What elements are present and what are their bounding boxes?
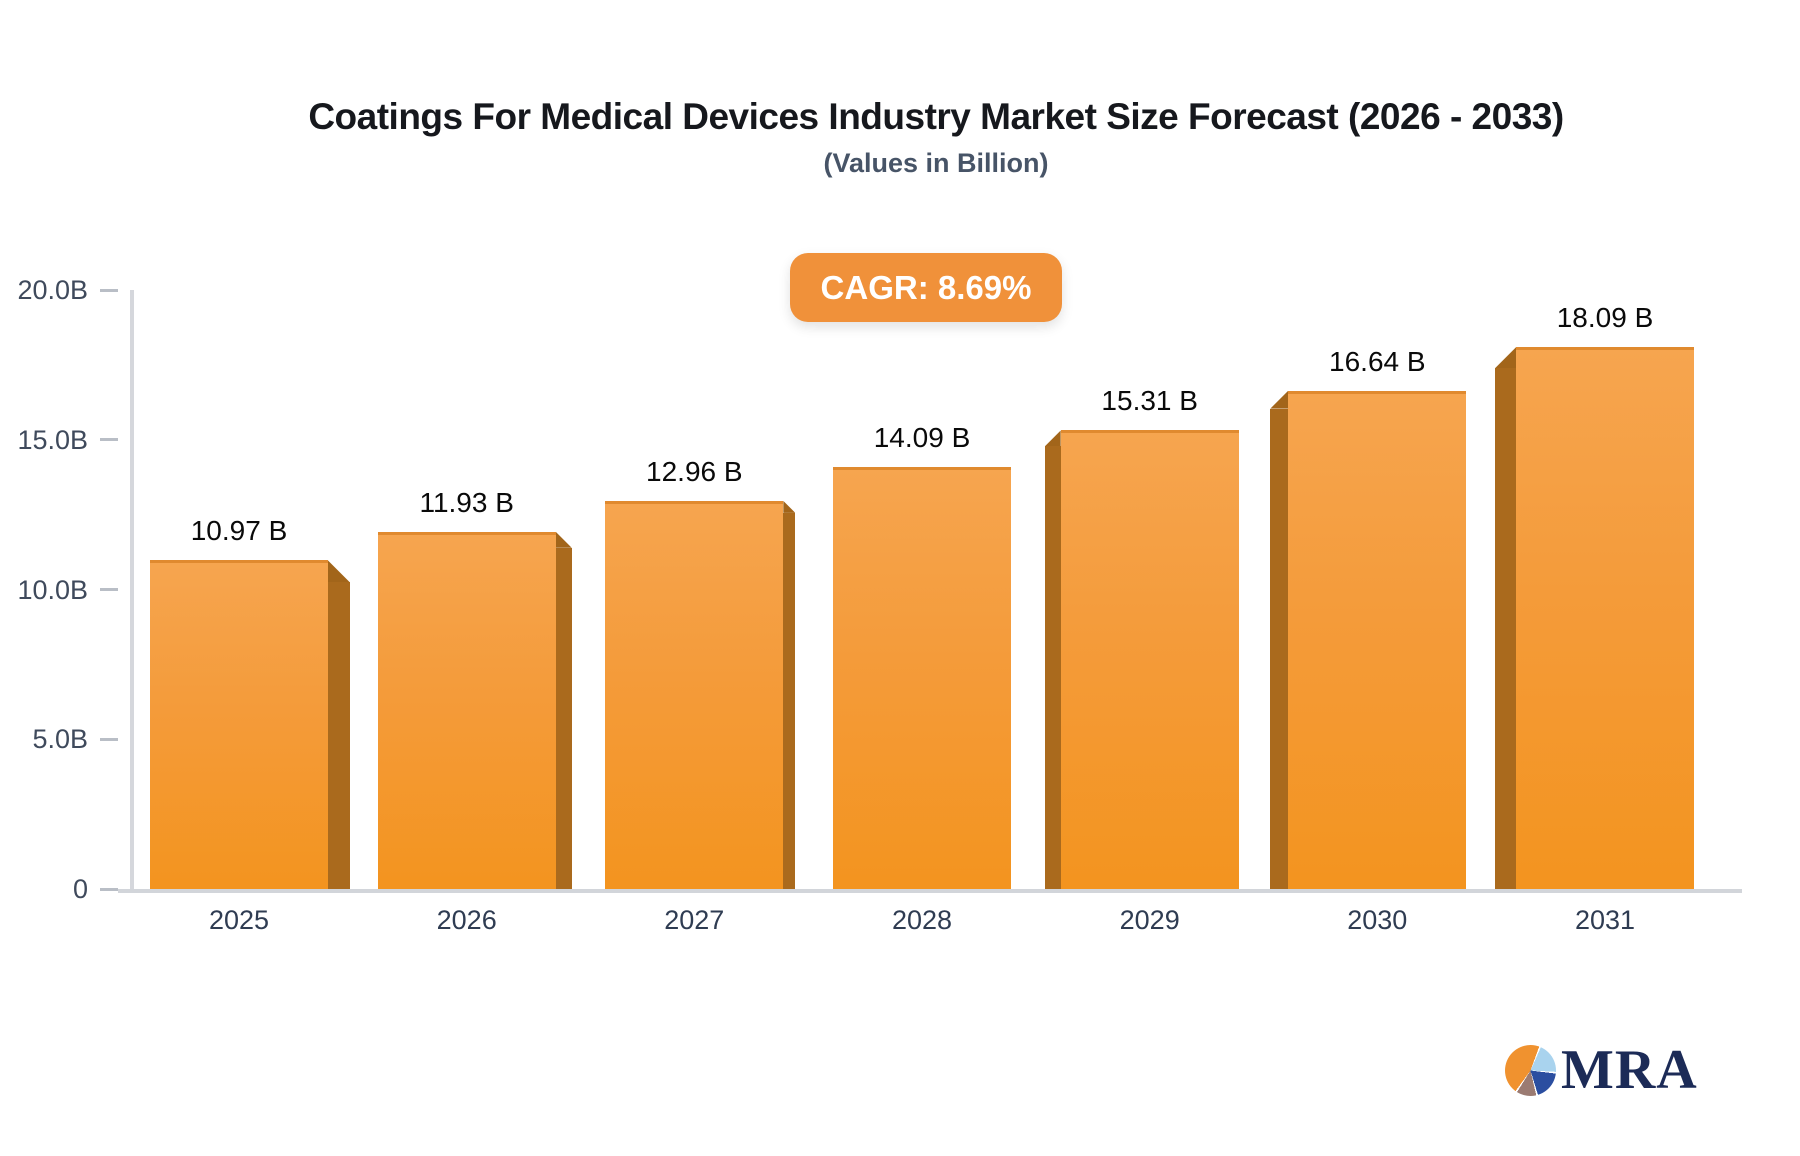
bar-value-label-2027: 12.96 B: [646, 455, 743, 487]
y-tick-dash: [100, 737, 118, 741]
y-tick-label: 0: [72, 874, 88, 904]
bar-value-label-2029: 15.31 B: [1101, 385, 1198, 417]
bar-side-2030: [1270, 390, 1289, 889]
y-tick-dash: [100, 438, 118, 442]
bar-2029: [1060, 430, 1239, 889]
cagr-badge: CAGR: 8.69%: [790, 253, 1062, 322]
x-axis-label-2026: 2026: [436, 905, 497, 935]
bar-value-label-2031: 18.09 B: [1556, 302, 1654, 334]
bar-side-2027: [783, 500, 796, 889]
brand-logo: MRA: [1505, 1039, 1745, 1102]
bar-2025: [150, 560, 328, 889]
y-tick-label: 5.0B: [32, 724, 88, 755]
bar-value-label-2025: 10.97 B: [190, 515, 288, 547]
chart-title: Coatings For Medical Devices Industry Ma…: [308, 96, 1564, 137]
bar-value-label-2028: 14.09 B: [873, 422, 971, 453]
x-axis-line: [118, 889, 1742, 893]
y-tick-dash: [100, 588, 118, 591]
y-tick-label: 20.0B: [17, 275, 88, 305]
brand-logo-text: MRA: [1561, 1039, 1698, 1101]
x-axis-label-2029: 2029: [1119, 905, 1180, 935]
x-axis-label-2031: 2031: [1574, 905, 1636, 935]
bar-side-2025: [328, 560, 350, 889]
bar-side-2026: [555, 531, 572, 889]
bar-2026: [377, 531, 556, 889]
bar-value-label-2030: 16.64 B: [1329, 345, 1426, 377]
y-tick-dash: [100, 288, 118, 292]
chart-subtitle: (Values in Billion): [823, 148, 1049, 178]
x-axis-label-2028: 2028: [891, 905, 953, 935]
x-axis-label-2027: 2027: [664, 905, 725, 935]
bar-2030: [1288, 390, 1467, 889]
y-tick-label: 15.0B: [17, 424, 88, 455]
y-axis-line: [130, 290, 134, 893]
y-tick-label: 10.0B: [17, 574, 88, 605]
bar-2028: [833, 467, 1011, 889]
bar-2031: [1516, 347, 1694, 889]
x-axis-label-2030: 2030: [1347, 905, 1408, 935]
x-axis-label-2025: 2025: [208, 905, 270, 935]
bar-side-2029: [1044, 430, 1061, 889]
y-tick-dash: [100, 887, 118, 891]
bar-side-2031: [1495, 347, 1516, 889]
bar-value-label-2026: 11.93 B: [419, 486, 514, 518]
bar-2027: [605, 500, 784, 889]
pie-chart-icon: [1505, 1045, 1556, 1096]
